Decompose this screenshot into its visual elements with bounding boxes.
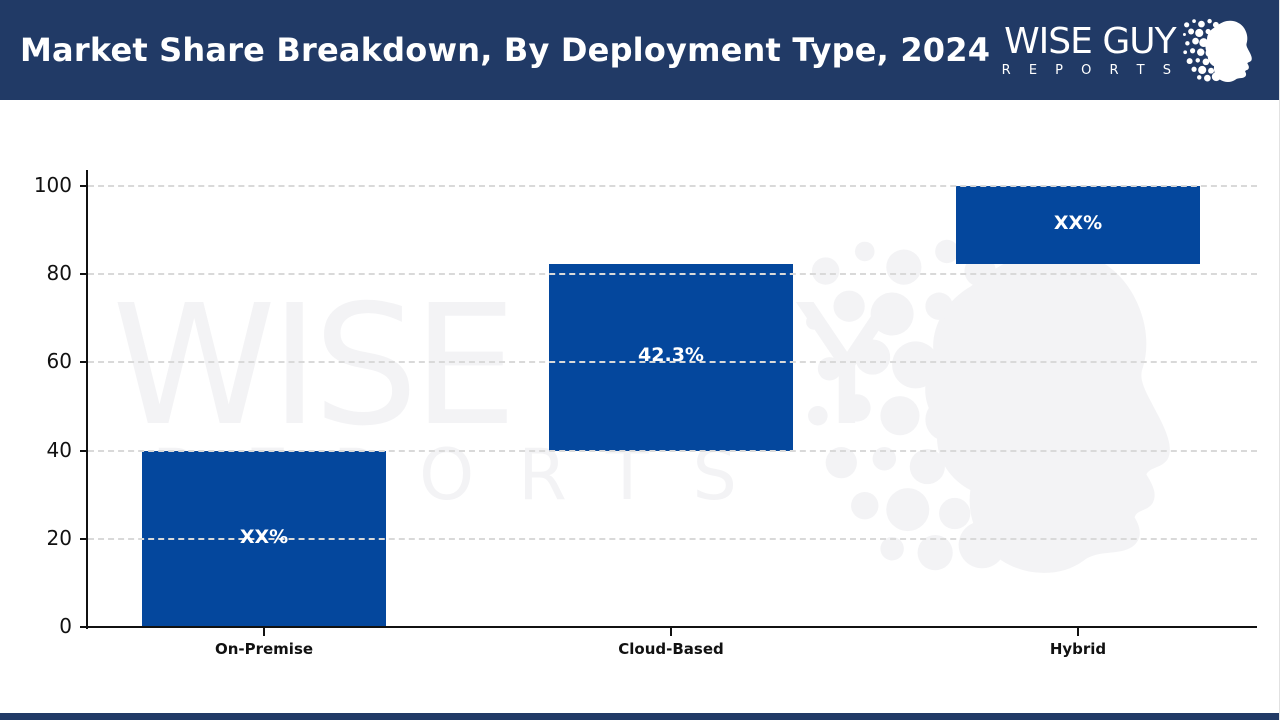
x-tick-label: Hybrid bbox=[1049, 640, 1107, 658]
bar bbox=[956, 186, 1200, 265]
y-tick-mark bbox=[80, 449, 87, 452]
gridline bbox=[88, 537, 1257, 540]
y-axis-line bbox=[86, 170, 88, 629]
x-axis-line bbox=[86, 626, 1257, 628]
bar bbox=[549, 264, 793, 451]
brand-subtext: R E P O R T S bbox=[1001, 62, 1178, 78]
gridline bbox=[88, 273, 1257, 276]
y-tick-label: 40 bbox=[46, 437, 72, 462]
y-tick-label: 0 bbox=[59, 614, 72, 638]
y-tick-label: 80 bbox=[46, 261, 72, 286]
bar-value-label: XX% bbox=[239, 525, 289, 548]
x-tick-mark bbox=[670, 628, 672, 636]
y-tick-label: 20 bbox=[46, 525, 72, 550]
y-tick-mark bbox=[80, 626, 87, 628]
chart-title: Market Share Breakdown, By Deployment Ty… bbox=[20, 31, 991, 69]
x-tick-mark bbox=[263, 628, 265, 636]
watermark-face-icon bbox=[806, 239, 1170, 573]
y-tick-label: 100 bbox=[33, 173, 72, 197]
gridline bbox=[88, 449, 1257, 452]
x-tick-label: Cloud-Based bbox=[618, 640, 724, 658]
x-tick-mark bbox=[1077, 628, 1079, 636]
bar-value-label: XX% bbox=[1053, 212, 1103, 235]
dotted-face-profile-icon bbox=[1182, 18, 1252, 82]
brand-logo-text: WISE GUY R E P O R T S bbox=[1001, 20, 1178, 78]
gridline bbox=[88, 185, 1257, 187]
y-tick-mark bbox=[80, 537, 87, 540]
x-tick-label: On-Premise bbox=[214, 640, 314, 658]
gridline bbox=[88, 361, 1257, 364]
y-tick-mark bbox=[80, 273, 87, 276]
brand-logo: WISE GUY R E P O R T S bbox=[1002, 7, 1254, 93]
y-tick-label: 60 bbox=[46, 349, 72, 374]
footer-bar bbox=[0, 713, 1279, 720]
y-tick-mark bbox=[80, 185, 87, 187]
y-tick-mark bbox=[80, 361, 87, 364]
brand-wordmark: WISE GUY bbox=[1004, 20, 1177, 62]
bar-value-label: 42.3% bbox=[638, 344, 704, 367]
header-bar: Market Share Breakdown, By Deployment Ty… bbox=[0, 0, 1279, 100]
